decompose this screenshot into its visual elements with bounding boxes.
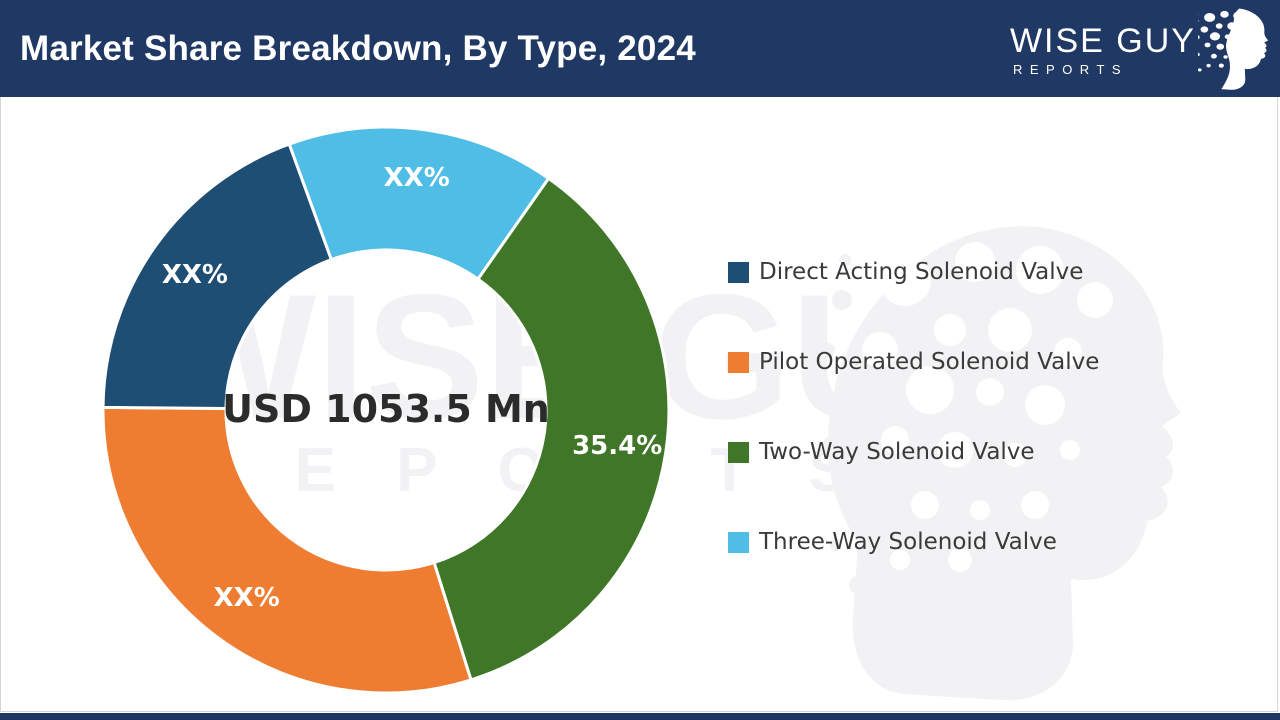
- donut-center-value: USD 1053.5 Mn: [222, 387, 550, 431]
- wiseguy-head-icon: [1198, 8, 1269, 90]
- legend-label: Two-Way Solenoid Valve: [759, 439, 1035, 465]
- chart-legend: Direct Acting Solenoid Valve Pilot Opera…: [728, 257, 1099, 617]
- segment-label: XX%: [162, 260, 228, 290]
- legend-swatch-three-way: [728, 531, 749, 553]
- brand-name: WISE GUY: [1009, 22, 1196, 61]
- brand-subtitle: REPORTS: [1012, 61, 1129, 77]
- page-title: Market Share Breakdown, By Type, 2024: [20, 28, 696, 68]
- donut-segment-two-way-solenoid-valve: [432, 176, 671, 682]
- donut-segment-three-way-solenoid-valve: [287, 125, 551, 281]
- content-area: [0, 97, 1278, 712]
- brand-logo: WISE GUY REPORTS: [1010, 8, 1274, 92]
- segment-label: 35.4%: [572, 431, 662, 461]
- legend-swatch-two-way: [728, 441, 749, 463]
- brand-wordmark: WISE GUY REPORTS: [1009, 22, 1196, 77]
- segment-label: XX%: [384, 163, 450, 193]
- donut-segment-pilot-operated-solenoid-valve: [101, 405, 473, 695]
- legend-item-three-way: Three-Way Solenoid Valve: [728, 527, 1099, 557]
- header-bar: Market Share Breakdown, By Type, 2024: [0, 0, 1280, 97]
- legend-item-direct-acting: Direct Acting Solenoid Valve: [728, 257, 1099, 287]
- legend-label: Three-Way Solenoid Valve: [759, 529, 1057, 555]
- footer-bar: [0, 713, 1280, 720]
- segment-label: XX%: [214, 583, 280, 613]
- legend-label: Pilot Operated Solenoid Valve: [759, 349, 1100, 375]
- legend-label: Direct Acting Solenoid Valve: [759, 259, 1084, 285]
- legend-item-two-way: Two-Way Solenoid Valve: [728, 437, 1099, 467]
- legend-item-pilot-operated: Pilot Operated Solenoid Valve: [728, 347, 1099, 377]
- donut-segment-direct-acting-solenoid-valve: [101, 142, 333, 410]
- legend-swatch-pilot-operated: [728, 351, 749, 373]
- legend-swatch-direct-acting: [728, 261, 749, 283]
